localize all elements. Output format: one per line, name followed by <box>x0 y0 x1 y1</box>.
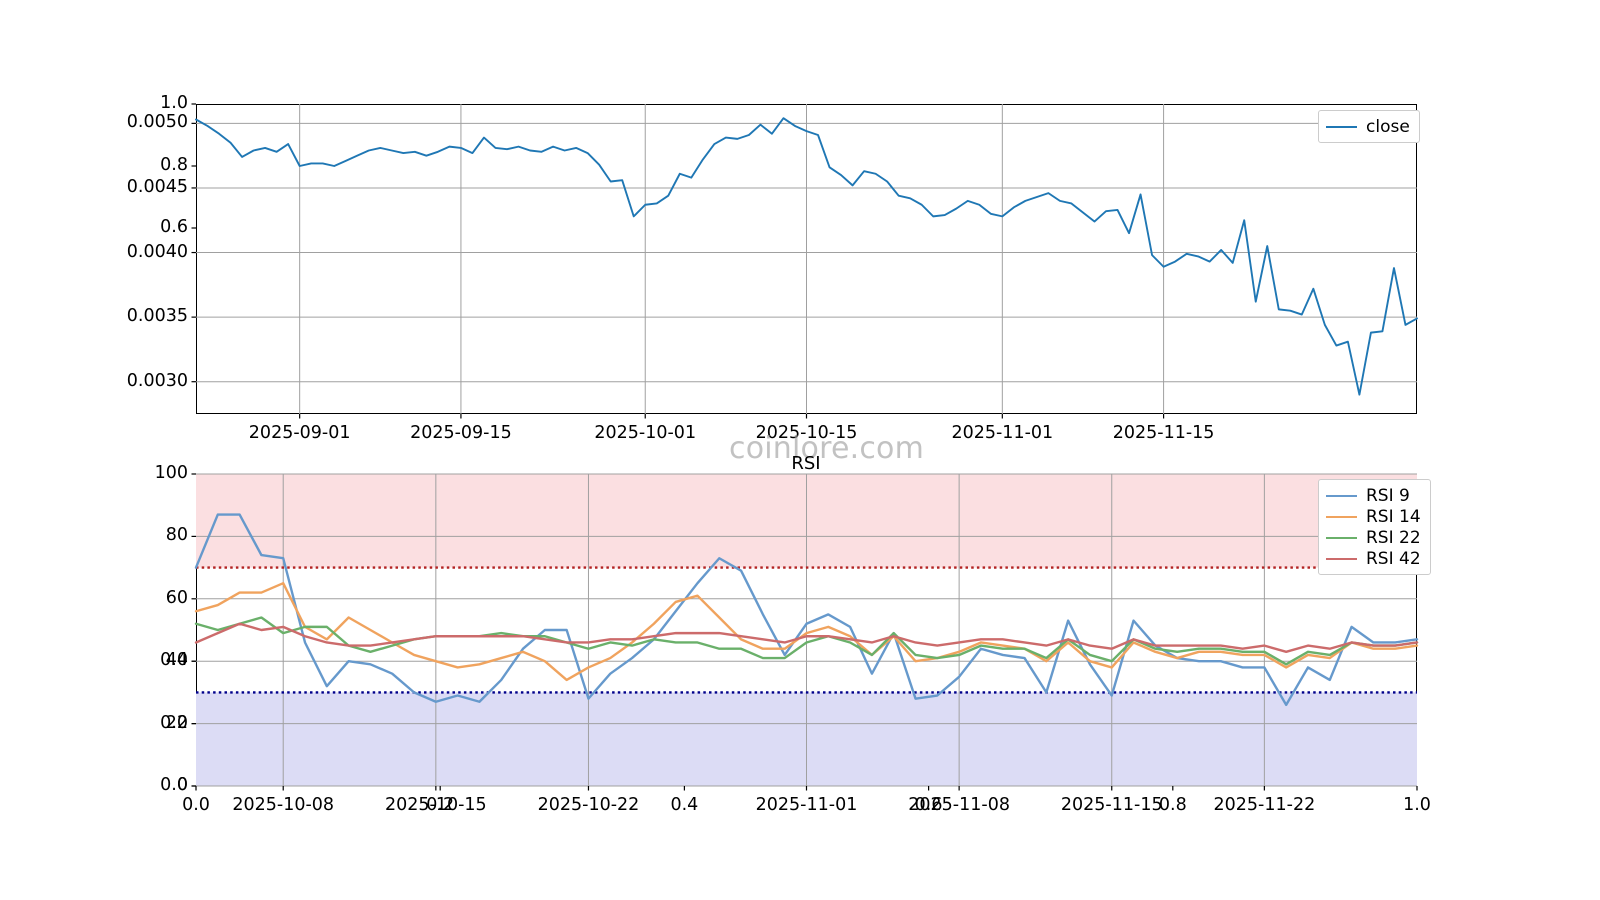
legend-label: RSI 9 <box>1366 485 1410 506</box>
price-secondary-y-tick-0.6: 0.6 <box>160 217 188 237</box>
legend-swatch-icon <box>1326 494 1357 497</box>
rsi-x-tick-2025-11-08: 2025-11-08 <box>908 795 1010 815</box>
rsi-line-rsi-22 <box>194 616 1419 666</box>
rsi-x-tick-2025-10-15: 2025-10-15 <box>384 795 487 815</box>
rsi-series-svg <box>191 473 1419 791</box>
rsi-x-tick-2025-10-22: 2025-10-22 <box>537 795 640 815</box>
price-x-tick-2025-10-01: 2025-10-01 <box>594 423 697 443</box>
price-y-tick-0.0040: 0.0040 <box>126 241 188 262</box>
price-y-tick-0.0030: 0.0030 <box>126 370 188 391</box>
price-chart-panel: 0.0050 0.0045 0.0040 0.0035 0.0030 1.0 0.8 0.6… <box>126 93 1420 443</box>
rsi-y-tick-100: 100 <box>154 463 188 483</box>
price-y-tick-0.0045: 0.0045 <box>126 176 188 197</box>
watermark: coinlore.com <box>729 431 925 466</box>
rsi-y-tick-40: 40 <box>165 650 188 671</box>
rsi-secondary-x-tick-0.0: 0.0 <box>182 795 210 815</box>
rsi-secondary-x-tick-0.2: 0.2 <box>426 795 455 815</box>
rsi-secondary-x-tick-0.8: 0.8 <box>1158 795 1187 815</box>
legend-swatch-icon <box>1326 515 1357 518</box>
legend-swatch-icon <box>1326 557 1357 560</box>
legend-label: RSI 42 <box>1366 548 1421 569</box>
rsi-secondary-x-tick-0.6: 0.6 <box>914 795 943 815</box>
price-secondary-y-tick-1.0: 1.0 <box>160 93 188 113</box>
legend-label: RSI 14 <box>1366 506 1421 527</box>
rsi-y-tick-20: 20 <box>165 712 188 733</box>
rsi-panel-title: RSI <box>791 453 821 474</box>
rsi-line-rsi-14 <box>194 582 1419 682</box>
price-x-tick-2025-11-15: 2025-11-15 <box>1112 423 1215 443</box>
price-line-close <box>195 117 1418 396</box>
rsi-y-tick-0: 0 <box>176 775 188 795</box>
rsi-x-tick-2025-10-08: 2025-10-08 <box>232 795 335 815</box>
rsi-line-rsi-42 <box>194 622 1419 654</box>
rsi-y-tick-80: 80 <box>165 525 188 546</box>
rsi-secondary-y-tick-0.0: 0.0 <box>160 775 188 795</box>
legend-swatch-icon <box>1326 125 1357 128</box>
legend-item-rsi-42[interactable]: RSI 42 <box>1326 548 1421 569</box>
rsi-y-tick-60: 60 <box>165 587 188 608</box>
price-x-tick-2025-09-15: 2025-09-15 <box>410 423 512 443</box>
legend-item-rsi-22[interactable]: RSI 22 <box>1326 527 1421 548</box>
rsi-legend: RSI 9 RSI 14 RSI 22 RSI 42 <box>1318 479 1431 575</box>
price-x-tick-2025-10-15: 2025-10-15 <box>755 423 858 443</box>
rsi-line-rsi-9 <box>194 513 1419 707</box>
rsi-x-tick-2025-11-15: 2025-11-15 <box>1060 795 1163 815</box>
rsi-x-tick-2025-11-22: 2025-11-22 <box>1213 795 1316 815</box>
legend-item-close[interactable]: close <box>1326 116 1410 137</box>
rsi-secondary-x-tick-1.0: 1.0 <box>1403 795 1431 815</box>
price-y-tick-0.0035: 0.0035 <box>126 306 188 327</box>
rsi-secondary-x-tick-0.4: 0.4 <box>670 795 699 815</box>
price-x-tick-2025-11-01: 2025-11-01 <box>951 423 1054 443</box>
rsi-secondary-y-tick-0.4: 0.4 <box>160 650 188 671</box>
legend-label: close <box>1366 116 1410 137</box>
price-x-tick-2025-09-01: 2025-09-01 <box>248 423 351 443</box>
price-series-svg <box>191 103 1418 419</box>
price-y-tick-0.0050: 0.0050 <box>126 112 188 133</box>
rsi-secondary-y-tick-0.2: 0.2 <box>160 712 188 733</box>
legend-swatch-icon <box>1326 536 1357 539</box>
legend-item-rsi-14[interactable]: RSI 14 <box>1326 506 1421 527</box>
price-legend: close <box>1318 110 1420 143</box>
price-secondary-y-tick-0.8: 0.8 <box>160 155 188 175</box>
legend-label: RSI 22 <box>1366 527 1421 548</box>
legend-item-rsi-9[interactable]: RSI 9 <box>1326 485 1421 506</box>
rsi-x-tick-2025-11-01: 2025-11-01 <box>755 795 858 815</box>
